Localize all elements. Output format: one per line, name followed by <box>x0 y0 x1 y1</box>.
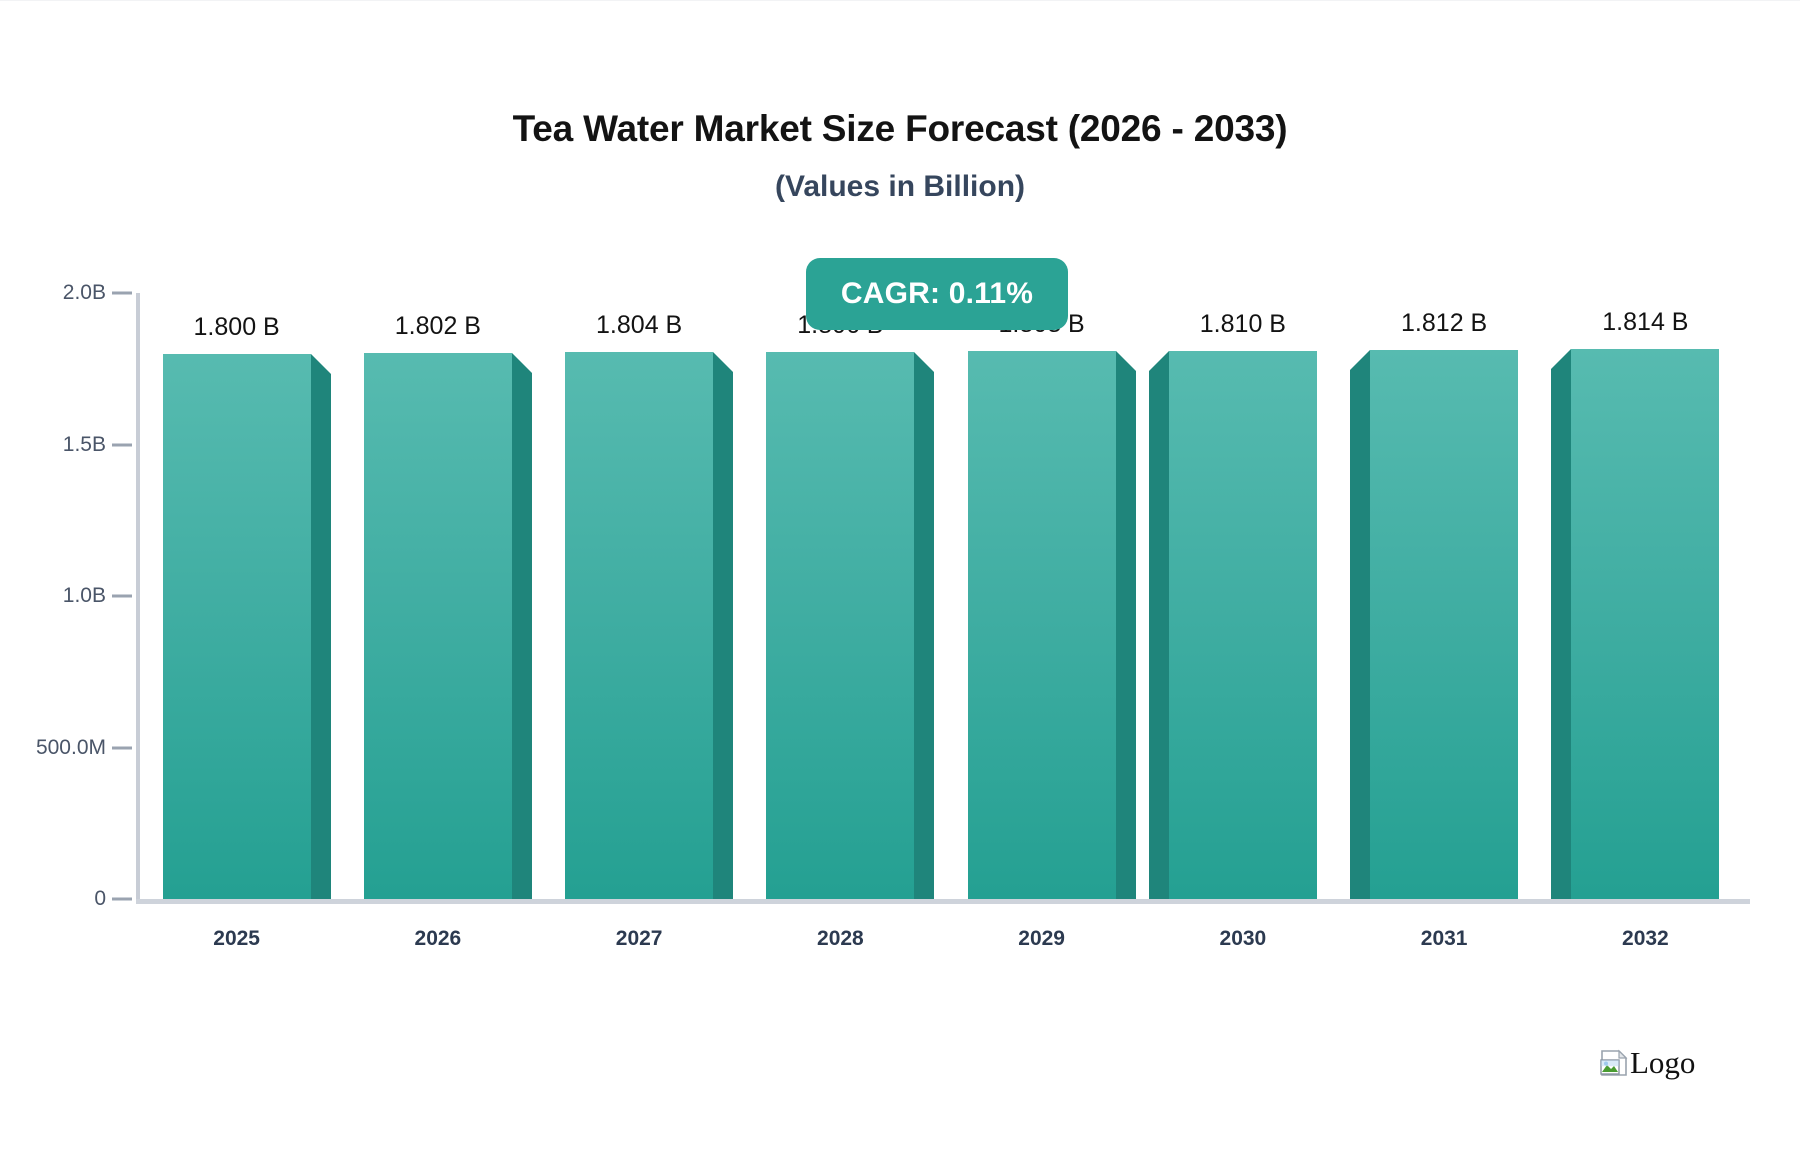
bar-value-label: 1.804 B <box>596 311 683 340</box>
chart-subtitle: (Values in Billion) <box>774 169 1026 203</box>
bar-2025[interactable]: 1.800 B 2025 <box>162 313 331 950</box>
x-axis-label-2028: 2028 <box>817 927 864 950</box>
y-axis-tick-mark <box>112 443 132 446</box>
bar-top-chamfer <box>713 352 734 373</box>
y-axis-tick-label: 500.0M <box>35 735 106 759</box>
bar-face <box>1571 349 1720 899</box>
bar-top-chamfer <box>1551 349 1572 370</box>
logo-placeholder: Logo <box>1600 1047 1695 1078</box>
bar-value-label: 1.812 B <box>1401 308 1488 337</box>
y-axis-tick-label: 1.5B <box>62 432 106 456</box>
bar-side-panel <box>1350 369 1371 899</box>
page-title: Tea Water Market Size Forecast (2026 - 2… <box>512 108 1288 149</box>
bar-top-chamfer <box>1148 350 1169 371</box>
bar-top-chamfer <box>511 353 532 373</box>
bar-face <box>565 352 714 899</box>
chart-header: Tea Water Market Size Forecast (2026 - 2… <box>0 108 1800 203</box>
bar-face <box>1370 349 1519 899</box>
bar-side-panel <box>1115 371 1136 899</box>
bar-value-label: 1.814 B <box>1602 308 1689 337</box>
x-axis-label-2032: 2032 <box>1622 927 1669 950</box>
bar-face <box>162 353 311 899</box>
x-axis-label-2026: 2026 <box>414 927 462 950</box>
x-axis-label-2029: 2029 <box>1018 927 1065 950</box>
plot-area: 1.800 B 2025 1.802 B 2026 1.804 B 2027 1.806 B… <box>136 293 1746 950</box>
bar-side-panel <box>310 373 331 899</box>
y-axis-tick-label: 2.0B <box>62 281 106 304</box>
y-axis-tick-mark <box>112 897 132 901</box>
bar-value-label: 1.802 B <box>394 312 481 340</box>
bar-2032[interactable]: 1.814 B 2032 <box>1551 308 1720 950</box>
bar-side-panel <box>914 371 935 899</box>
y-axis-tick-mark <box>112 594 132 598</box>
y-axis-tick-mark <box>112 291 132 295</box>
bar-2031[interactable]: 1.812 B 2031 <box>1350 309 1519 950</box>
bar-2027[interactable]: 1.804 B 2027 <box>565 311 734 950</box>
bar-top-chamfer <box>914 351 935 372</box>
bar-2026[interactable]: 1.802 B 2026 <box>363 312 532 950</box>
bar-value-label: 1.810 B <box>1199 309 1286 338</box>
bar-face <box>766 351 915 899</box>
bar-top-chamfer <box>310 353 331 374</box>
x-axis-label-2031: 2031 <box>1420 927 1468 950</box>
y-axis-tick-mark <box>112 746 132 749</box>
bar-side-panel <box>1551 369 1572 899</box>
bar-face <box>1168 350 1317 899</box>
x-axis-line <box>136 899 1750 904</box>
x-axis-label-2030: 2030 <box>1219 927 1267 950</box>
y-axis-tick-label: 1.0B <box>62 584 106 607</box>
logo-alt-text: Logo <box>1630 1045 1696 1080</box>
bar-side-panel <box>713 372 734 899</box>
broken-image-icon <box>1600 1048 1630 1078</box>
cagr-badge-label: CAGR: 0.11% <box>840 277 1034 310</box>
x-axis-label-2027: 2027 <box>615 927 663 950</box>
bar-side-panel <box>511 373 532 899</box>
bar-top-chamfer <box>1115 351 1136 372</box>
bar-face <box>363 353 512 899</box>
bar-top-chamfer <box>1350 349 1371 370</box>
bar-value-label: 1.800 B <box>193 312 280 341</box>
bar-2028[interactable]: 1.806 B2028 <box>766 311 935 950</box>
x-axis-label-2025: 2025 <box>213 927 260 950</box>
y-axis-tick-label: 0 <box>94 887 106 910</box>
y-axis-line <box>136 293 140 899</box>
bar-2030[interactable]: 1.810 B 2030 <box>1148 310 1317 950</box>
bar-face <box>967 351 1116 899</box>
bar-side-panel <box>1148 370 1169 899</box>
cagr-badge: CAGR: 0.11% <box>806 258 1068 330</box>
